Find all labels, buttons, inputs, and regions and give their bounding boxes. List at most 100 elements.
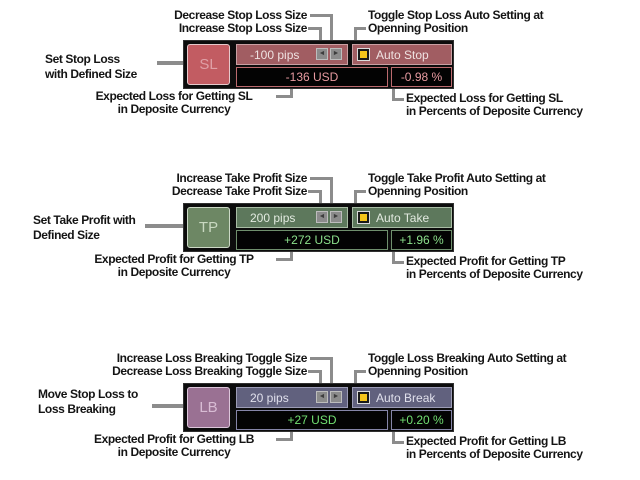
lb-move-label: Move Stop Loss to Loss Breaking — [38, 387, 138, 417]
connector-line — [392, 252, 395, 264]
lb-usd-value: +27 USD — [236, 410, 388, 430]
tp-increase-size-label: Increase Take Profit Size — [176, 171, 307, 185]
sl-decrease-arrow-button[interactable]: ► — [330, 48, 342, 60]
sl-set-label-line2: with Defined Size — [45, 67, 137, 81]
connector-line — [319, 370, 322, 390]
lb-move-label-line2: Loss Breaking — [38, 402, 116, 416]
sl-expected-percent-label-line2: in Percents of Deposite Currency — [406, 104, 583, 118]
connector-line — [354, 190, 357, 210]
sl-pips-value: -100 pips — [250, 47, 300, 62]
sl-button[interactable]: SL — [187, 44, 230, 85]
sl-auto-checkbox-icon[interactable] — [357, 48, 370, 61]
sl-expected-percent-label-line1: Expected Loss for Getting SL — [406, 91, 563, 105]
sl-auto-label: Auto Stop — [376, 47, 429, 62]
connector-line — [392, 441, 404, 444]
connector-line — [354, 27, 366, 30]
connector-line — [392, 261, 404, 264]
connector-line — [276, 258, 293, 261]
sl-auto-toggle[interactable]: Auto Stop — [352, 44, 452, 65]
connector-line — [354, 27, 357, 47]
lb-toggle-auto-label-line2: Openning Position — [368, 364, 468, 378]
tp-decrease-arrow-button[interactable]: ◄ — [316, 211, 328, 223]
sl-expected-usd-label: Expected Loss for Getting SL in Deposite… — [74, 90, 274, 116]
connector-line — [308, 190, 322, 193]
tp-set-label: Set Take Profit with Defined Size — [33, 213, 136, 243]
connector-line — [354, 370, 357, 390]
lb-expected-usd-label: Expected Profit for Getting LB in Deposi… — [74, 433, 274, 459]
lb-expected-usd-label-line2: in Deposite Currency — [117, 445, 231, 459]
sl-panel: SL -100 pips ◄ ► Auto Stop -136 USD -0.9… — [183, 40, 454, 89]
checkbox-checked-mark — [360, 214, 367, 221]
connector-line — [392, 89, 395, 101]
sl-expected-usd-label-line1: Expected Loss for Getting SL — [95, 89, 253, 103]
sl-usd-value: -136 USD — [236, 67, 388, 87]
connector-line — [276, 95, 293, 98]
connector-line — [310, 177, 333, 180]
connector-line — [392, 98, 404, 101]
tp-auto-checkbox-icon[interactable] — [357, 211, 370, 224]
lb-pips-field[interactable]: 20 pips ◄ ► — [236, 387, 348, 408]
take-profit-section: Increase Take Profit Size Decrease Take … — [0, 172, 640, 292]
connector-line — [310, 14, 333, 17]
tp-expected-usd-label: Expected Profit for Getting TP in Deposi… — [74, 253, 274, 279]
sl-toggle-auto-label-line2: Openning Position — [368, 21, 468, 35]
tp-pips-field[interactable]: 200 pips ◄ ► — [236, 207, 348, 228]
tp-increase-arrow-button[interactable]: ► — [330, 211, 342, 223]
connector-line — [308, 27, 322, 30]
tp-set-label-line2: Defined Size — [33, 228, 100, 242]
checkbox-checked-mark — [360, 394, 367, 401]
tp-toggle-auto-label-line2: Openning Position — [368, 184, 468, 198]
tp-toggle-auto-label-line1: Toggle Take Profit Auto Setting at — [368, 171, 546, 185]
tp-panel: TP 200 pips ◄ ► Auto Take +272 USD +1.96… — [183, 203, 454, 252]
sl-toggle-auto-label-line1: Toggle Stop Loss Auto Setting at — [368, 8, 544, 22]
loss-breaking-section: Increase Loss Breaking Toggle Size Decre… — [0, 352, 640, 472]
tp-usd-value: +272 USD — [236, 230, 388, 250]
tp-set-label-line1: Set Take Profit with — [33, 213, 136, 227]
lb-expected-percent-label: Expected Profit for Getting LB in Percen… — [406, 435, 583, 461]
connector-line — [152, 404, 191, 408]
connector-line — [392, 432, 395, 444]
lb-auto-checkbox-icon[interactable] — [357, 391, 370, 404]
sl-expected-percent-label: Expected Loss for Getting SL in Percents… — [406, 92, 583, 118]
connector-line — [310, 357, 333, 360]
tp-percent-value: +1.96 % — [391, 230, 452, 250]
lb-expected-usd-label-line1: Expected Profit for Getting LB — [93, 432, 254, 446]
connector-line — [354, 370, 366, 373]
lb-percent-value: +0.20 % — [391, 410, 452, 430]
lb-increase-arrow-button[interactable]: ► — [330, 391, 342, 403]
connector-line — [330, 177, 333, 210]
connector-line — [290, 432, 293, 441]
sl-pips-field[interactable]: -100 pips ◄ ► — [236, 44, 348, 65]
tp-expected-percent-label: Expected Profit for Getting TP in Percen… — [406, 255, 583, 281]
sl-expected-usd-label-line2: in Deposite Currency — [117, 102, 231, 116]
connector-line — [319, 190, 322, 210]
sl-toggle-auto-label: Toggle Stop Loss Auto Setting at Opennin… — [368, 8, 544, 35]
stop-loss-section: Decrease Stop Loss Size Increase Stop Lo… — [0, 9, 640, 129]
lb-decrease-size-label: Decrease Loss Breaking Toggle Size — [112, 364, 307, 378]
connector-line — [354, 190, 366, 193]
lb-button[interactable]: LB — [187, 387, 230, 428]
tp-auto-toggle[interactable]: Auto Take — [352, 207, 452, 228]
tp-auto-label: Auto Take — [376, 210, 430, 225]
sl-decrease-size-label: Decrease Stop Loss Size — [174, 8, 307, 22]
lb-auto-toggle[interactable]: Auto Break — [352, 387, 452, 408]
connector-line — [290, 89, 293, 98]
tp-button[interactable]: TP — [187, 207, 230, 248]
connector-line — [330, 357, 333, 390]
connector-line — [330, 14, 333, 47]
tp-expected-percent-label-line1: Expected Profit for Getting TP — [406, 254, 566, 268]
tp-expected-percent-label-line2: in Percents of Deposite Currency — [406, 267, 583, 281]
checkbox-checked-mark — [360, 51, 367, 58]
connector-line — [276, 438, 293, 441]
sl-percent-value: -0.98 % — [391, 67, 452, 87]
sl-increase-arrow-button[interactable]: ◄ — [316, 48, 328, 60]
connector-line — [157, 61, 191, 65]
lb-pips-value: 20 pips — [250, 390, 289, 405]
lb-expected-percent-label-line2: in Percents of Deposite Currency — [406, 447, 583, 461]
lb-decrease-arrow-button[interactable]: ◄ — [316, 391, 328, 403]
lb-increase-size-label: Increase Loss Breaking Toggle Size — [116, 351, 308, 365]
sl-set-label: Set Stop Loss with Defined Size — [45, 52, 137, 82]
lb-expected-percent-label-line1: Expected Profit for Getting LB — [406, 434, 567, 448]
lb-toggle-auto-label-line1: Toggle Loss Breaking Auto Setting at — [368, 351, 567, 365]
